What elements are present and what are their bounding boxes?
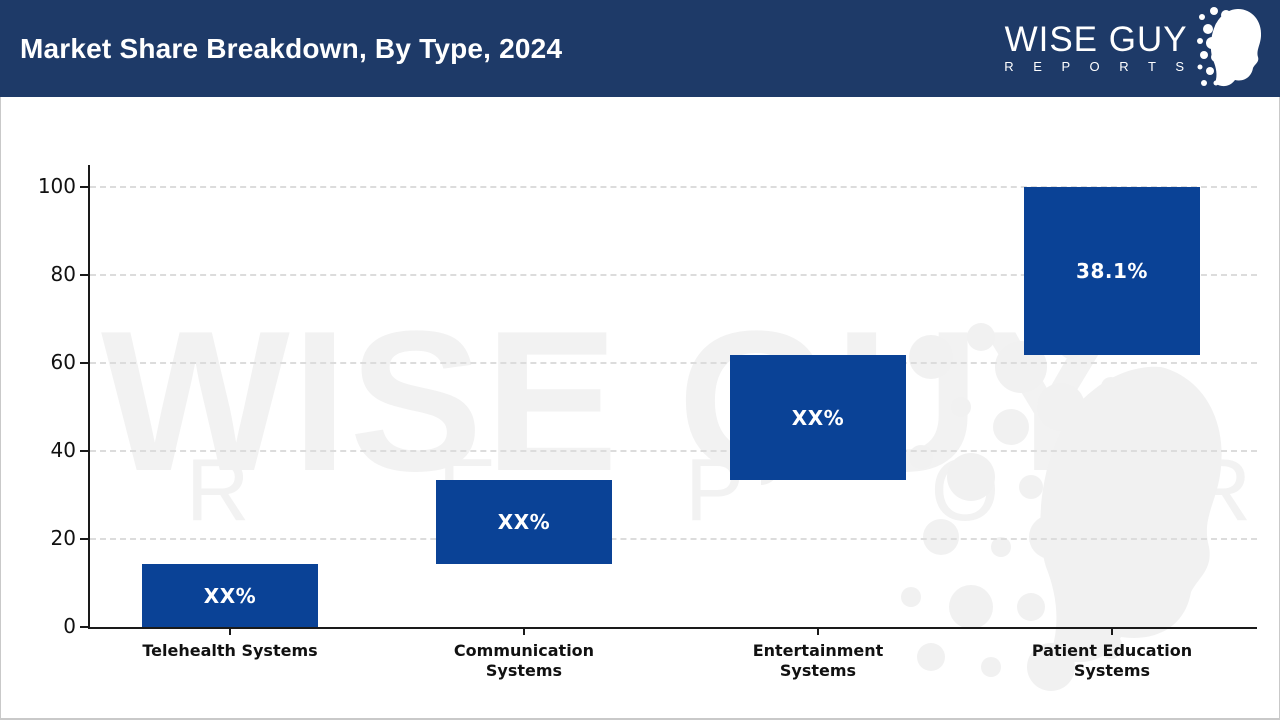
bar-communication-systems: XX% bbox=[436, 480, 612, 565]
x-category-label-line: Patient Education bbox=[1031, 641, 1193, 660]
gridline-y20 bbox=[90, 538, 1257, 540]
y-tick-label-60: 60 bbox=[50, 350, 76, 374]
x-category-label-line: Systems bbox=[1073, 661, 1151, 680]
logo-brand-subtitle: R E P O R T S bbox=[1004, 59, 1192, 74]
bar-telehealth-systems: XX% bbox=[142, 564, 318, 627]
bar-value-label: XX% bbox=[203, 583, 257, 608]
y-tick-label-20: 20 bbox=[50, 526, 76, 550]
y-tick-0 bbox=[80, 626, 89, 628]
page-title: Market Share Breakdown, By Type, 2024 bbox=[20, 32, 563, 64]
gridline-y60 bbox=[90, 362, 1257, 364]
x-category-label-line: Systems bbox=[485, 661, 563, 680]
y-tick-label-80: 80 bbox=[50, 262, 76, 286]
wise-guy-logo-text: WISE GUY R E P O R T S bbox=[1000, 20, 1192, 74]
y-tick-80 bbox=[80, 274, 89, 276]
watermark-brand-text: WISE GUY bbox=[101, 290, 1118, 513]
x-category-label-line: Communication bbox=[453, 641, 595, 660]
x-category-label: Patient Education Systems bbox=[992, 641, 1232, 681]
x-category-label-line: Systems bbox=[779, 661, 857, 680]
y-tick-20 bbox=[80, 538, 89, 540]
bar-value-label: 38.1% bbox=[1076, 258, 1148, 283]
x-tick-3 bbox=[1111, 627, 1113, 635]
gridline-y80 bbox=[90, 274, 1257, 276]
x-tick-0 bbox=[229, 627, 231, 635]
x-category-label: Entertainment Systems bbox=[698, 641, 938, 681]
bar-value-label: XX% bbox=[497, 510, 551, 535]
x-category-label: Communication Systems bbox=[404, 641, 644, 681]
logo-brand-name: WISE GUY bbox=[1004, 20, 1188, 59]
bar-entertainment-systems: XX% bbox=[730, 354, 906, 481]
y-tick-40 bbox=[80, 450, 89, 452]
chart-canvas: WISE GUY R E P O R T S 020406080100XX%Te… bbox=[0, 97, 1280, 720]
x-category-label-line: Telehealth Systems bbox=[142, 641, 318, 660]
y-tick-100 bbox=[80, 186, 89, 188]
y-tick-label-100: 100 bbox=[37, 174, 76, 198]
gridline-y40 bbox=[90, 450, 1257, 452]
x-axis-line bbox=[88, 627, 1257, 629]
x-tick-2 bbox=[817, 627, 819, 635]
y-tick-label-0: 0 bbox=[63, 614, 76, 638]
bar-value-label: XX% bbox=[791, 405, 845, 430]
bar-patient-education-systems: 38.1% bbox=[1024, 187, 1200, 355]
y-axis-line bbox=[88, 165, 90, 629]
wise-guy-logo: WISE GUY R E P O R T S bbox=[1000, 3, 1266, 95]
y-tick-label-40: 40 bbox=[50, 438, 76, 462]
gridline-y100 bbox=[90, 186, 1257, 188]
wise-guy-face-icon bbox=[1194, 3, 1266, 95]
x-category-label: Telehealth Systems bbox=[110, 641, 350, 661]
x-tick-1 bbox=[523, 627, 525, 635]
x-category-label-line: Entertainment bbox=[752, 641, 884, 660]
y-tick-60 bbox=[80, 362, 89, 364]
header-bar: Market Share Breakdown, By Type, 2024 WI… bbox=[0, 0, 1280, 97]
